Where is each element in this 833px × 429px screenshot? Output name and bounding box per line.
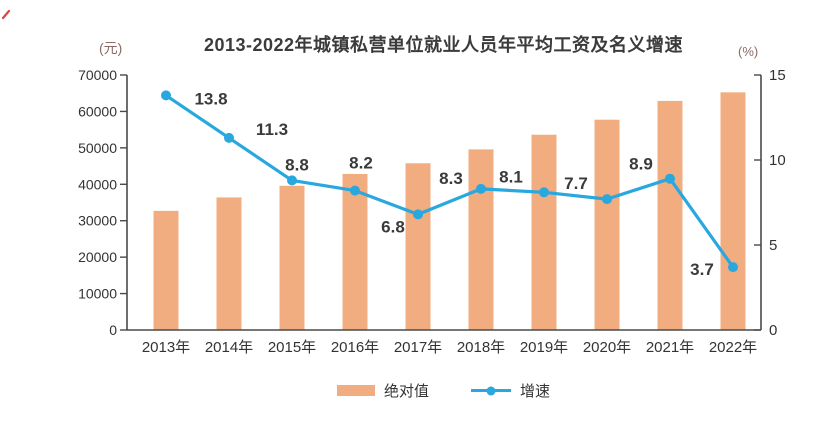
bar-2016年 [342,173,368,330]
growth-data-label-2014年: 11.3 [256,120,288,139]
growth-data-label-2022年: 3.7 [690,260,714,279]
x-axis-label-2015年: 2015年 [268,339,316,356]
left-axis-tick-label: 10000 [78,286,117,302]
growth-point-2020年 [602,194,612,205]
left-axis-tick-label: 0 [109,322,117,338]
x-axis-label-2021年: 2021年 [646,339,694,356]
chart-title: 2013-2022年城镇私营单位就业人员年平均工资及名义增速 [203,35,684,55]
right-axis-tick-label: 15 [769,67,786,84]
growth-point-2013年 [161,90,171,101]
right-axis-tick-label: 10 [769,152,786,169]
x-axis-label-2020年: 2020年 [583,339,631,356]
growth-point-2016年 [350,185,360,196]
left-axis-unit-label: (元) [99,40,123,56]
growth-rate-line [164,93,735,269]
legend-line-swatch-icon [471,386,511,395]
x-axis-label-2017年: 2017年 [394,339,442,356]
growth-data-label-2016年: 8.2 [349,154,373,173]
bar-2017年 [405,163,431,330]
growth-data-label-2015年: 8.8 [285,155,309,174]
red-pen-mark-artifact [1,9,11,20]
left-axis-tick-label: 40000 [78,176,117,192]
growth-point-2015年 [287,175,297,186]
growth-data-label-2013年: 13.8 [194,89,227,108]
right-axis-tick-label: 0 [769,322,777,339]
growth-data-label-2021年: 8.9 [629,155,653,174]
x-axis-label-2013年: 2013年 [142,339,190,356]
bar-2019年 [531,134,557,330]
legend-bar-swatch-icon [336,385,375,396]
left-axis-tick-label: 50000 [78,140,117,156]
bar-2021年 [657,100,683,330]
bar-2020年 [594,119,620,330]
legend-item-growth-rate: 增速 [471,380,550,401]
bar-2022年 [720,92,746,331]
growth-point-2021年 [665,173,675,184]
bar-2013年 [153,210,179,330]
growth-data-label-2020年: 7.7 [564,174,588,193]
x-axis-label-2019年: 2019年 [520,339,568,356]
growth-data-label-2019年: 8.1 [499,167,523,186]
growth-point-2018年 [476,183,486,194]
growth-point-2022年 [728,262,738,273]
growth-point-2017年 [413,209,423,220]
left-axis-tick-label: 30000 [78,213,117,229]
growth-data-label-2018年: 8.3 [439,169,463,188]
growth-point-2014年 [224,132,234,143]
x-axis-label-2022年: 2022年 [709,339,757,356]
legend-line-dot-icon [486,386,496,395]
right-axis-unit-label: (%) [738,44,759,59]
chart-legend: 绝对值 增速 [127,380,760,401]
right-axis-tick-label: 5 [769,237,777,254]
left-axis-tick-label: 20000 [78,249,117,265]
legend-label-absolute-value: 绝对值 [383,383,429,400]
bar-2014年 [216,197,242,330]
x-axis-label-2016年: 2016年 [331,339,379,356]
growth-data-label-2017年: 6.8 [381,217,405,236]
bar-2015年 [279,185,305,330]
left-axis-tick-label: 60000 [78,103,117,119]
x-axis-label-2014年: 2014年 [205,339,253,356]
legend-item-absolute-value: 绝对值 [336,380,429,401]
x-axis-label-2018年: 2018年 [457,339,505,356]
legend-label-growth-rate: 增速 [520,383,551,400]
left-axis-tick-label: 70000 [78,67,117,83]
growth-point-2019年 [539,187,549,198]
bar-2018年 [468,149,494,330]
